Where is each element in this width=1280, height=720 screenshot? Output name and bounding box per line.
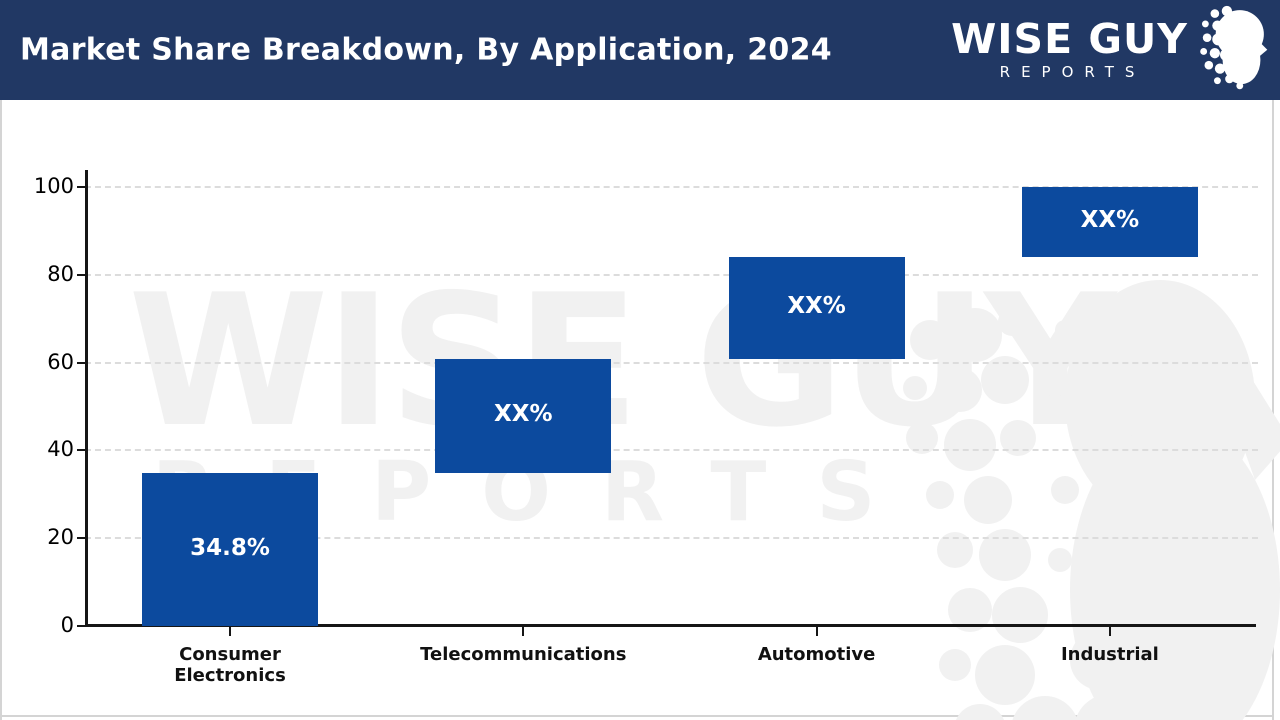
wiseguy-logo-subtitle: REPORTS <box>999 63 1146 81</box>
gridline-100 <box>85 186 1258 188</box>
y-tick-80 <box>77 273 86 276</box>
x-tick-consumer-electronics <box>229 627 231 636</box>
bar-label-industrial: XX% <box>1080 207 1140 234</box>
x-tick-label-telecommunications: Telecommunications <box>420 644 627 665</box>
y-tick-label-80: 80 <box>47 261 74 286</box>
y-tick-100 <box>77 186 86 188</box>
content-left-border <box>0 100 2 720</box>
x-tick-label-automotive: Automotive <box>757 644 876 665</box>
y-tick-label-60: 60 <box>47 349 74 374</box>
wiseguy-logo-text: WISE GUY REPORTS <box>951 15 1188 82</box>
wiseguy-logo-name: WISE GUY <box>951 15 1188 63</box>
header-band: Market Share Breakdown, By Application, … <box>0 0 1280 100</box>
bar-label-automotive: XX% <box>787 293 846 320</box>
wiseguy-face-watermark-icon <box>860 210 1280 720</box>
content-bottom-border <box>0 715 1274 717</box>
y-tick-label-40: 40 <box>47 437 74 462</box>
y-tick-label-100: 100 <box>33 174 74 198</box>
y-tick-0 <box>77 625 86 627</box>
x-tick-telecommunications <box>522 627 525 636</box>
y-axis-line <box>85 170 88 626</box>
wiseguy-face-logo-icon <box>1172 5 1268 95</box>
y-tick-40 <box>77 449 86 452</box>
wiseguy-logo: WISE GUY REPORTS <box>951 5 1268 95</box>
bar-telecommunications <box>435 359 612 474</box>
watermark-text: WISE GUY <box>128 255 1116 467</box>
y-tick-20 <box>77 537 86 540</box>
bar-industrial <box>1021 187 1198 258</box>
x-tick-automotive <box>815 627 818 636</box>
y-tick-label-0: 0 <box>60 613 74 637</box>
chart-area: WISE GUY REPORTS <box>0 100 1280 720</box>
content-right-border <box>1272 100 1274 720</box>
x-axis-line <box>85 624 1256 627</box>
gridline-80 <box>85 273 1258 276</box>
y-tick-60 <box>77 361 86 364</box>
x-tick-label-industrial: Industrial <box>1060 644 1159 665</box>
gridline-20 <box>85 537 1258 540</box>
bar-label-telecommunications: XX% <box>494 401 553 428</box>
bar-consumer-electronics <box>142 473 318 626</box>
chart-title: Market Share Breakdown, By Application, … <box>20 32 832 68</box>
bar-label-consumer-electronics: 34.8% <box>190 534 270 561</box>
y-tick-label-20: 20 <box>47 525 74 550</box>
bar-automotive <box>728 257 905 360</box>
x-tick-industrial <box>1108 627 1111 636</box>
x-tick-label-consumer-electronics: Consumer Electronics <box>174 644 286 686</box>
gridline-60 <box>85 361 1258 364</box>
gridline-40 <box>85 449 1258 452</box>
